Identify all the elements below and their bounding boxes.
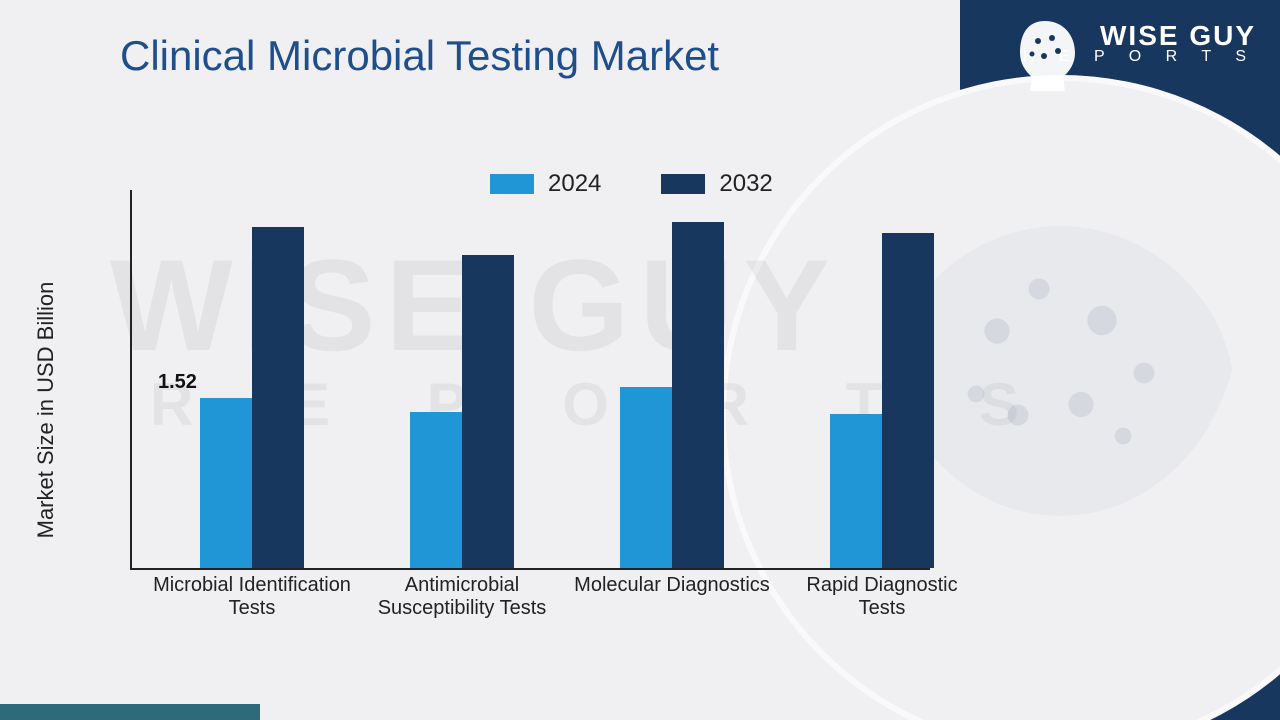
bar bbox=[462, 255, 514, 568]
bar bbox=[620, 387, 672, 568]
bar-group: 1.52Microbial Identification Tests bbox=[172, 188, 332, 568]
footer-accent bbox=[0, 704, 260, 720]
bar bbox=[882, 233, 934, 568]
bar bbox=[410, 412, 462, 568]
category-label: Antimicrobial Susceptibility Tests bbox=[362, 568, 562, 620]
brand-head-icon bbox=[1010, 16, 1080, 101]
category-label: Rapid Diagnostic Tests bbox=[782, 568, 982, 620]
bar-chart: 20242032 Market Size in USD Billion 1.52… bbox=[60, 170, 940, 650]
chart-title: Clinical Microbial Testing Market bbox=[120, 32, 719, 80]
stage: WISE GUY R E P O R T S Clinical Microbia… bbox=[0, 0, 1280, 720]
bar bbox=[672, 222, 724, 568]
y-axis-label: Market Size in USD Billion bbox=[33, 282, 59, 539]
plot-area: 1.52Microbial Identification Tests Antimi… bbox=[130, 190, 930, 570]
bar bbox=[830, 414, 882, 568]
bar bbox=[252, 227, 304, 568]
bar bbox=[200, 398, 252, 568]
category-label: Microbial Identification Tests bbox=[152, 568, 352, 620]
bar-group: Antimicrobial Susceptibility Tests bbox=[382, 188, 542, 568]
bars-container: 1.52Microbial Identification Tests Antimi… bbox=[132, 190, 930, 568]
bar-group: Molecular Diagnostics bbox=[592, 188, 752, 568]
category-label: Molecular Diagnostics bbox=[572, 568, 772, 597]
bar-value-label: 1.52 bbox=[158, 371, 197, 394]
bar-group: Rapid Diagnostic Tests bbox=[802, 188, 962, 568]
